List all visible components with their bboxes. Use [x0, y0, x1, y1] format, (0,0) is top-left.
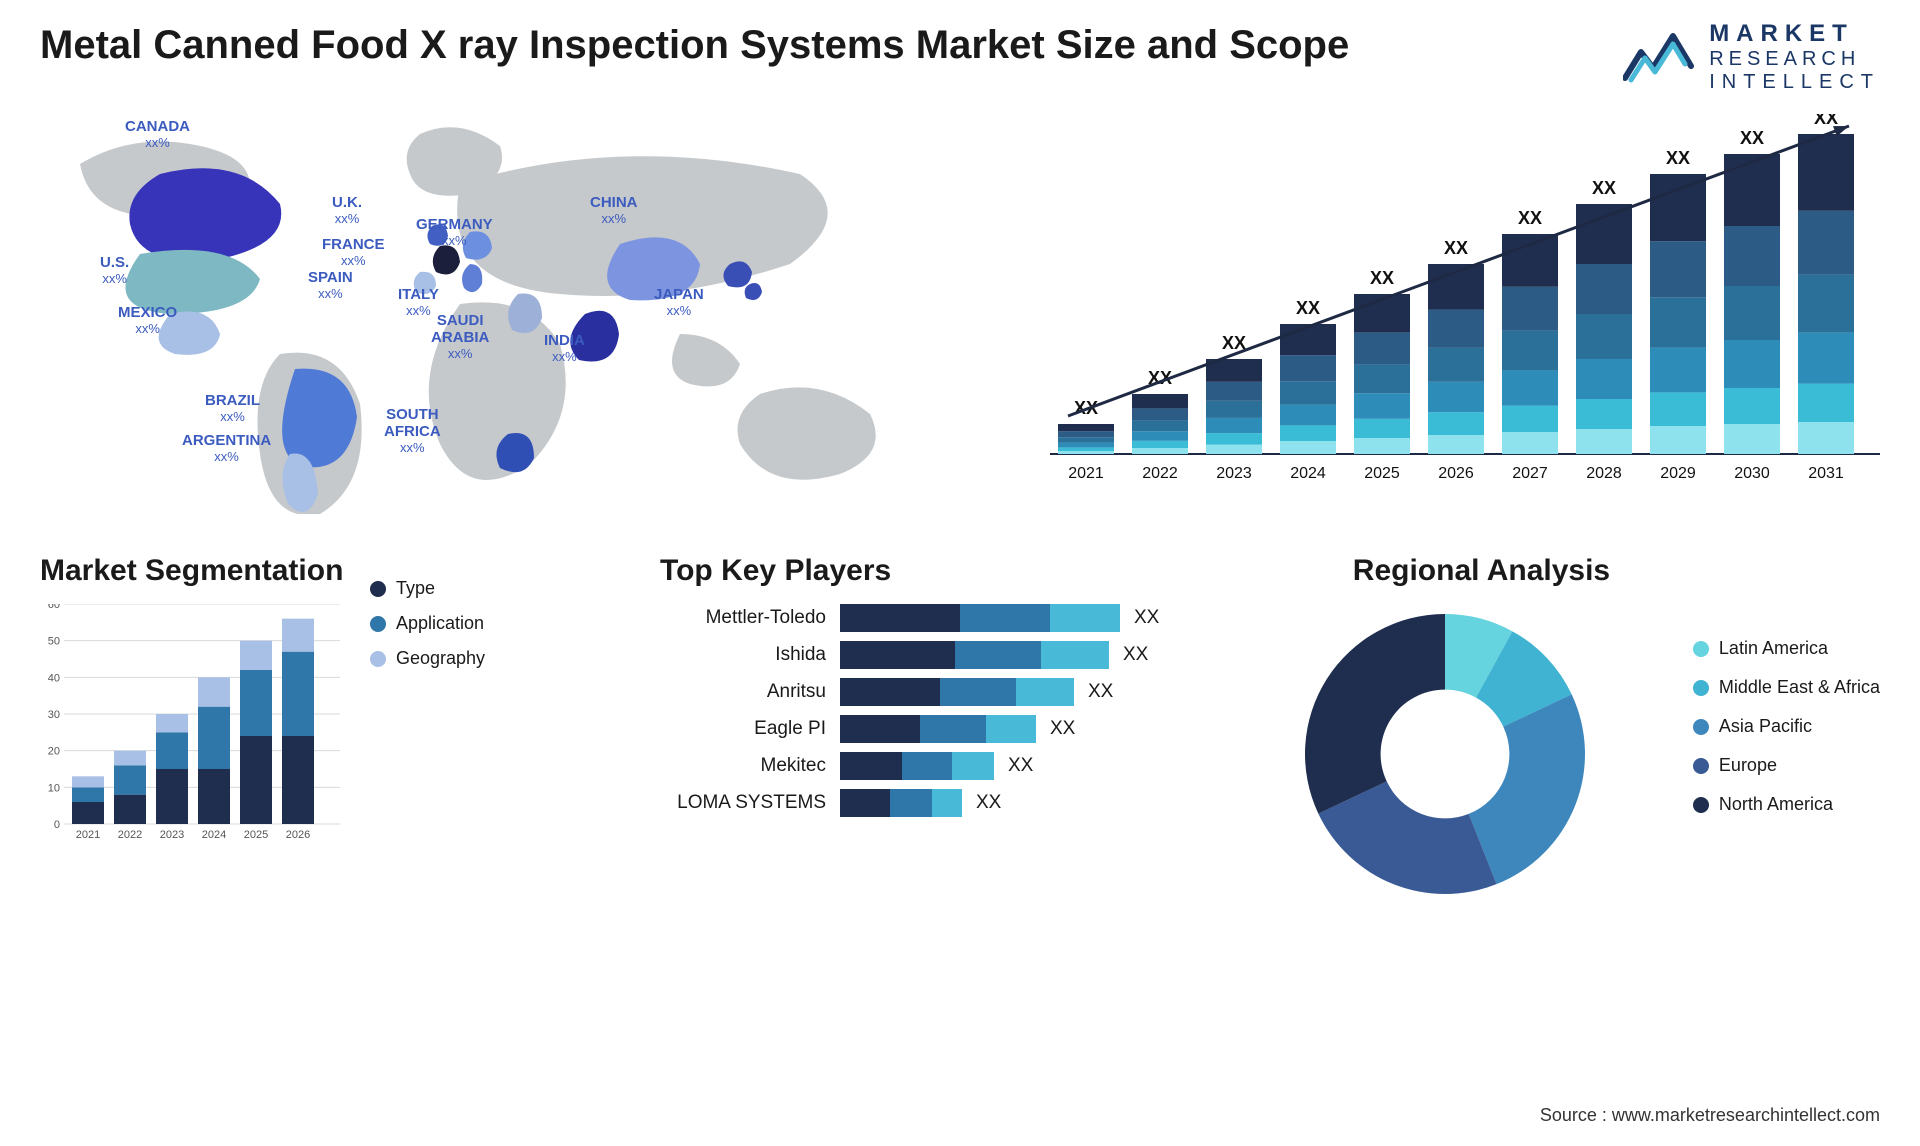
map-label: U.S.xx% — [100, 254, 129, 286]
regional-title: Regional Analysis — [1300, 554, 1663, 588]
key-player-label: Eagle PI — [660, 718, 840, 740]
key-player-bar — [840, 678, 1074, 706]
svg-text:2026: 2026 — [286, 829, 310, 841]
key-players-rows: Mettler-ToledoXXIshidaXXAnritsuXXEagle P… — [660, 604, 1220, 817]
svg-text:XX: XX — [1444, 238, 1468, 258]
svg-text:2031: 2031 — [1808, 465, 1844, 482]
source-text: Source : www.marketresearchintellect.com — [1540, 1105, 1880, 1126]
logo-line-3: INTELLECT — [1709, 71, 1880, 94]
map-label: ARGENTINAxx% — [182, 432, 271, 464]
key-player-value: XX — [1050, 718, 1075, 740]
svg-text:2022: 2022 — [1142, 465, 1178, 482]
map-label: JAPANxx% — [654, 286, 704, 318]
key-player-label: Mekitec — [660, 755, 840, 777]
map-label: FRANCExx% — [322, 236, 385, 268]
svg-text:2023: 2023 — [1216, 465, 1252, 482]
map-label: CHINAxx% — [590, 194, 638, 226]
key-player-row: Eagle PI XX — [660, 715, 1220, 743]
map-label: SAUDIARABIAxx% — [431, 312, 489, 361]
svg-text:30: 30 — [48, 709, 60, 721]
svg-text:XX: XX — [1518, 208, 1542, 228]
svg-text:2025: 2025 — [244, 829, 268, 841]
map-label: CANADAxx% — [125, 118, 190, 150]
legend-item: Type — [370, 578, 485, 599]
regional-donut — [1300, 604, 1590, 894]
segmentation-panel: Market Segmentation 0 10 20 30 40 50 60 2021 202… — [40, 554, 580, 899]
key-player-row: Anritsu XX — [660, 678, 1220, 706]
legend-item: Middle East & Africa — [1693, 677, 1880, 698]
logo-line-2: RESEARCH — [1709, 48, 1880, 71]
svg-text:50: 50 — [48, 636, 60, 648]
svg-text:XX: XX — [1666, 148, 1690, 168]
market-size-chart: XX 2021 XX 2022 XX 2023 XX 2024 XX 2025 XX 2026 XX 20… — [1050, 114, 1880, 514]
map-label: SOUTHAFRICAxx% — [384, 406, 441, 455]
regional-panel: Regional Analysis Latin America Middle Ea… — [1300, 554, 1880, 899]
svg-text:2023: 2023 — [160, 829, 184, 841]
brand-logo-icon — [1623, 28, 1697, 86]
svg-text:60: 60 — [48, 604, 60, 611]
key-players-panel: Top Key Players Mettler-Toledo XX Ishida XX… — [660, 554, 1220, 899]
segmentation-title: Market Segmentation — [40, 554, 350, 588]
key-player-row: LOMA SYSTEMS XX — [660, 789, 1220, 817]
svg-text:2028: 2028 — [1586, 465, 1622, 482]
svg-text:XX: XX — [1296, 298, 1320, 318]
key-players-title: Top Key Players — [660, 554, 1220, 588]
key-player-value: XX — [1088, 681, 1113, 703]
map-label: GERMANYxx% — [416, 216, 493, 248]
svg-text:XX: XX — [1740, 128, 1764, 148]
legend-item: Application — [370, 613, 485, 634]
map-label: MEXICOxx% — [118, 304, 177, 336]
key-player-bar — [840, 715, 1036, 743]
world-map: CANADAxx% U.S.xx% MEXICOxx% BRAZILxx% ARGENT… — [40, 114, 1000, 514]
svg-text:2030: 2030 — [1734, 465, 1770, 482]
legend-item: Latin America — [1693, 638, 1880, 659]
page-title: Metal Canned Food X ray Inspection Syste… — [40, 20, 1349, 70]
key-player-row: Mettler-Toledo XX — [660, 604, 1220, 632]
key-player-bar — [840, 641, 1109, 669]
legend-item: Asia Pacific — [1693, 716, 1880, 737]
market-size-chart-svg: XX 2021 XX 2022 XX 2023 XX 2024 XX 2025 XX 2026 XX 20… — [1050, 114, 1880, 514]
regional-legend: Latin America Middle East & Africa Asia Pa… — [1693, 638, 1880, 815]
svg-text:2022: 2022 — [118, 829, 142, 841]
key-player-bar — [840, 752, 994, 780]
svg-text:2024: 2024 — [1290, 465, 1326, 482]
key-player-bar — [840, 604, 1120, 632]
svg-text:2026: 2026 — [1438, 465, 1474, 482]
svg-text:40: 40 — [48, 672, 60, 684]
map-label: U.K.xx% — [332, 194, 362, 226]
map-label: BRAZILxx% — [205, 392, 260, 424]
svg-text:XX: XX — [1592, 178, 1616, 198]
key-player-bar — [840, 789, 962, 817]
svg-text:2021: 2021 — [1068, 465, 1104, 482]
svg-text:2025: 2025 — [1364, 465, 1400, 482]
key-player-label: Anritsu — [660, 681, 840, 703]
svg-text:10: 10 — [48, 782, 60, 794]
key-player-value: XX — [976, 792, 1001, 814]
key-player-label: LOMA SYSTEMS — [660, 792, 840, 814]
legend-item: Europe — [1693, 755, 1880, 776]
key-player-row: Mekitec XX — [660, 752, 1220, 780]
svg-text:XX: XX — [1370, 268, 1394, 288]
key-player-row: Ishida XX — [660, 641, 1220, 669]
key-player-label: Mettler-Toledo — [660, 607, 840, 629]
svg-text:2029: 2029 — [1660, 465, 1696, 482]
key-player-value: XX — [1134, 607, 1159, 629]
key-player-label: Ishida — [660, 644, 840, 666]
svg-text:2027: 2027 — [1512, 465, 1548, 482]
svg-text:0: 0 — [54, 819, 60, 831]
segmentation-chart: 0 10 20 30 40 50 60 2021 2022 2023 2024 2025 2026 — [40, 604, 350, 864]
key-player-value: XX — [1008, 755, 1033, 777]
segmentation-legend: Type Application Geography — [370, 578, 485, 899]
map-label: INDIAxx% — [544, 332, 585, 364]
map-label: SPAINxx% — [308, 269, 353, 301]
svg-text:2024: 2024 — [202, 829, 226, 841]
key-player-value: XX — [1123, 644, 1148, 666]
svg-text:XX: XX — [1814, 114, 1838, 128]
svg-text:2021: 2021 — [76, 829, 100, 841]
brand-logo: MARKET RESEARCH INTELLECT — [1623, 20, 1880, 94]
svg-text:20: 20 — [48, 746, 60, 758]
legend-item: North America — [1693, 794, 1880, 815]
logo-line-1: MARKET — [1709, 20, 1880, 48]
legend-item: Geography — [370, 648, 485, 669]
